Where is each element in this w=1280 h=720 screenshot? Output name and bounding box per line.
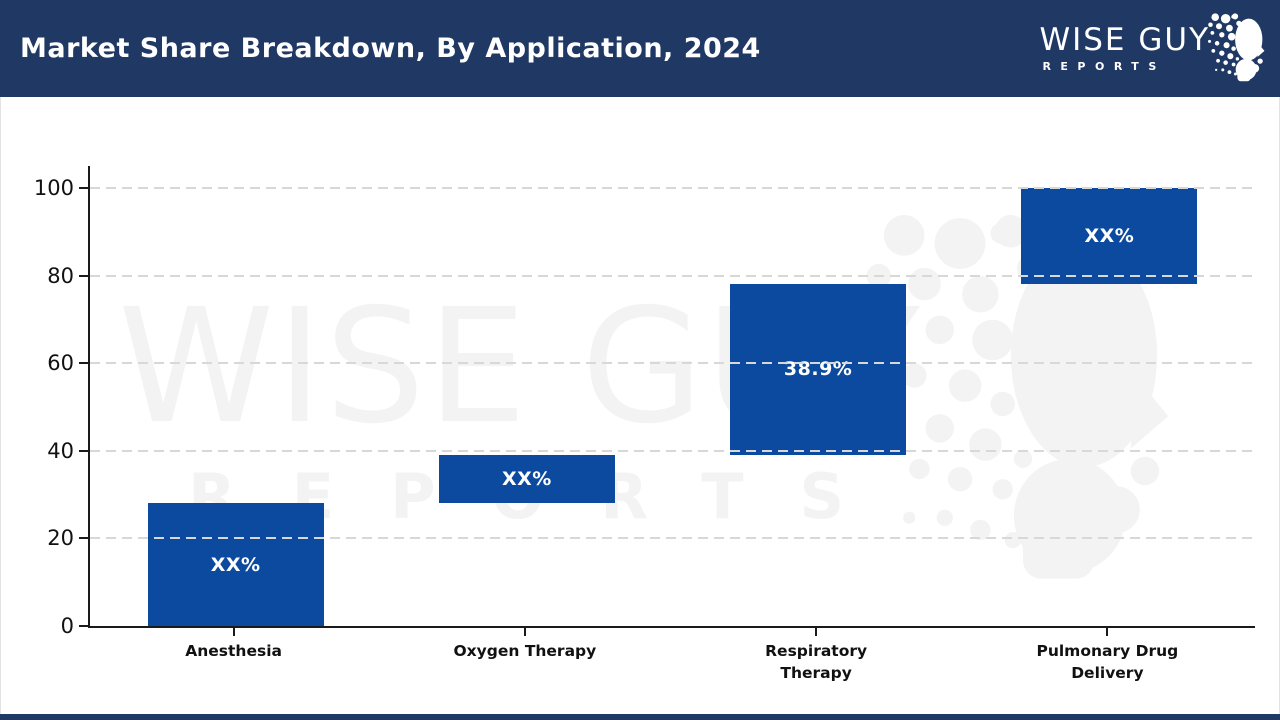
gridline bbox=[90, 186, 1255, 189]
x-tick-label: Anesthesia bbox=[185, 642, 282, 660]
bar-value-label: XX% bbox=[501, 468, 552, 491]
bar-value-label: XX% bbox=[210, 553, 261, 576]
y-tick-label: 20 bbox=[47, 526, 74, 551]
footer-bar bbox=[0, 714, 1280, 720]
bar-segment: 38.9% bbox=[730, 284, 907, 455]
logo-subtext: REPORTS bbox=[1042, 59, 1166, 73]
gridline bbox=[90, 537, 1255, 540]
gridline bbox=[90, 274, 1255, 277]
logo-wordmark: WISE GUY bbox=[1039, 21, 1210, 58]
y-tick-mark bbox=[79, 274, 88, 277]
x-tick-label: Respiratory Therapy bbox=[765, 642, 868, 683]
gridline bbox=[90, 449, 1255, 452]
y-tick-label: 0 bbox=[60, 614, 74, 638]
x-tick-label: Pulmonary Drug Delivery bbox=[1036, 642, 1179, 683]
y-tick-label: 40 bbox=[47, 438, 74, 463]
bar-segment: XX% bbox=[1021, 187, 1198, 285]
x-tick-mark bbox=[815, 628, 818, 636]
header: Market Share Breakdown, By Application, … bbox=[0, 0, 1280, 97]
x-tick-mark bbox=[232, 628, 235, 636]
logo-text: WISE GUY REPORTS bbox=[1039, 21, 1210, 73]
y-tick-mark bbox=[79, 537, 88, 540]
plot-area: XX% XX% 38.9% XX% bbox=[88, 166, 1255, 628]
y-tick-label: 100 bbox=[33, 175, 74, 200]
bar-segment: XX% bbox=[147, 503, 324, 626]
x-tick-mark bbox=[523, 628, 526, 636]
bar-segment: XX% bbox=[438, 454, 615, 504]
bar-value-label: XX% bbox=[1084, 225, 1135, 248]
y-tick-label: 80 bbox=[47, 263, 74, 288]
x-tick-mark bbox=[1106, 628, 1109, 636]
y-tick-mark bbox=[79, 449, 88, 452]
gridline bbox=[90, 362, 1255, 365]
logo-head-icon bbox=[1208, 12, 1265, 81]
page-title: Market Share Breakdown, By Application, … bbox=[20, 33, 761, 64]
x-tick-label: Oxygen Therapy bbox=[453, 642, 597, 660]
y-tick-mark bbox=[79, 186, 88, 189]
y-tick-mark bbox=[79, 362, 88, 365]
y-tick-label: 60 bbox=[47, 351, 74, 376]
wise-guy-logo: WISE GUY REPORTS bbox=[1039, 6, 1268, 91]
y-tick-mark bbox=[79, 625, 88, 627]
